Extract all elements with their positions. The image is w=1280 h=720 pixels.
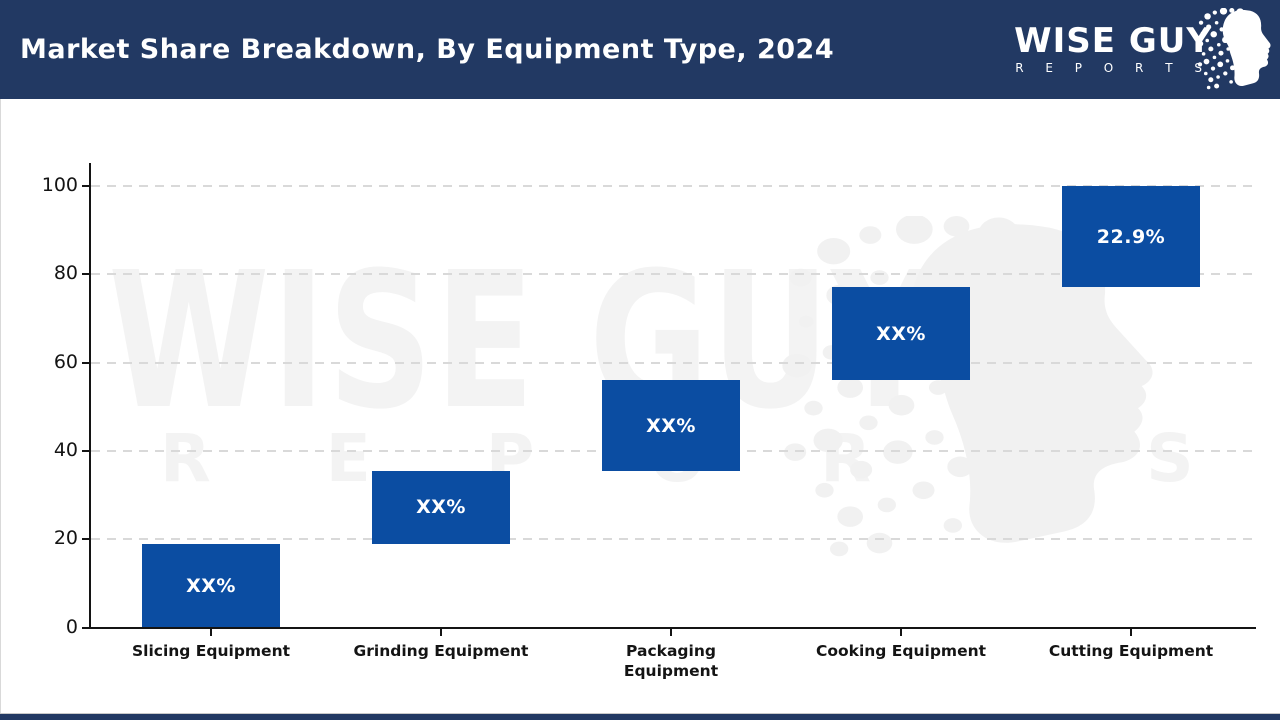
y-axis-tick-label: 20 bbox=[53, 527, 78, 550]
y-axis-tick-label: 0 bbox=[65, 615, 78, 638]
watermark-wordmark: WISE GUY bbox=[108, 232, 940, 451]
x-tick-mark bbox=[670, 629, 672, 636]
x-tick-mark bbox=[210, 629, 212, 636]
page-title: Market Share Breakdown, By Equipment Typ… bbox=[20, 34, 835, 65]
x-tick-mark bbox=[1130, 629, 1132, 636]
bar: XX% bbox=[142, 543, 280, 628]
bar: XX% bbox=[372, 470, 510, 544]
y-tick-mark bbox=[82, 273, 89, 276]
y-tick-mark bbox=[82, 538, 89, 541]
bar-value-label: XX% bbox=[416, 496, 466, 519]
gridline bbox=[91, 361, 1254, 364]
logo-subtext: R E P O R T S bbox=[1015, 61, 1211, 75]
x-axis-label: Slicing Equipment bbox=[131, 642, 291, 660]
logo-text: WISE GUY R E P O R T S bbox=[1014, 24, 1212, 75]
bar: XX% bbox=[602, 380, 740, 471]
y-tick-mark bbox=[82, 449, 89, 452]
y-axis-tick-label: 80 bbox=[53, 262, 78, 285]
left-edge-line bbox=[0, 99, 1, 714]
x-axis-spine bbox=[89, 626, 1256, 629]
header: Market Share Breakdown, By Equipment Typ… bbox=[0, 0, 1280, 99]
bar-value-label: XX% bbox=[186, 574, 236, 597]
y-axis-tick-label: 100 bbox=[41, 174, 78, 196]
footer-strip bbox=[0, 713, 1280, 720]
bar-value-label: 22.9% bbox=[1096, 225, 1166, 248]
bar: 22.9% bbox=[1062, 186, 1200, 288]
x-axis-label: Cutting Equipment bbox=[1048, 642, 1214, 660]
x-tick-mark bbox=[440, 629, 442, 636]
logo-head-icon bbox=[1197, 7, 1271, 89]
y-axis-tick-label: 40 bbox=[53, 438, 78, 461]
bar-value-label: XX% bbox=[876, 322, 926, 345]
x-axis-label: Packaging Equipment bbox=[623, 642, 719, 681]
y-axis-tick-label: 60 bbox=[53, 350, 78, 373]
gridline bbox=[91, 185, 1254, 187]
y-tick-mark bbox=[82, 361, 89, 364]
bar: XX% bbox=[832, 287, 970, 381]
logo-wordmark: WISE GUY bbox=[1014, 21, 1212, 61]
bar-value-label: XX% bbox=[646, 414, 696, 437]
gridline bbox=[91, 273, 1254, 276]
y-tick-mark bbox=[82, 626, 89, 629]
x-axis-label: Cooking Equipment bbox=[815, 642, 987, 660]
gridline bbox=[91, 538, 1254, 541]
x-tick-mark bbox=[900, 629, 902, 636]
logo: WISE GUY R E P O R T S bbox=[1014, 7, 1272, 92]
x-axis-label: Grinding Equipment bbox=[353, 642, 529, 660]
y-tick-mark bbox=[82, 185, 89, 187]
y-axis-spine bbox=[89, 163, 91, 629]
